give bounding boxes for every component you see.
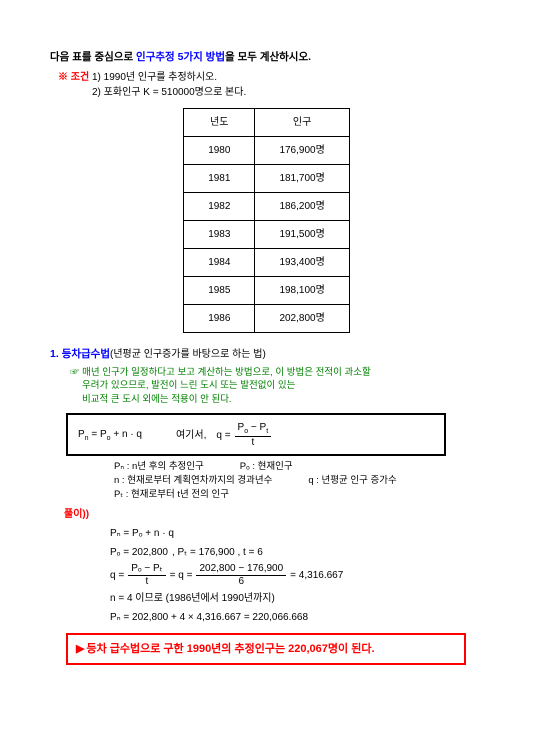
fraction: Pₒ − Pₜ t [128, 564, 165, 587]
fraction: 202,800 − 176,900 6 [196, 564, 286, 587]
arrow-icon: ▶ [76, 643, 84, 655]
note-line: 우려가 있으므로, 발전이 느린 도시 또는 발전없이 있는 [82, 379, 483, 393]
cond-2: 2) 포화인구 K = 510000명으로 본다. [92, 87, 246, 98]
def-q: q : 년평균 인구 증가수 [308, 474, 396, 488]
fraction: Po − Pt t [235, 423, 272, 448]
def-pn: Pₙ : n년 후의 추정인구 [114, 460, 204, 474]
solution-label: 풀이)) [64, 507, 483, 522]
solution-body: Pₙ = Pₒ + n · q Pₒ = 202,800, Pₜ = 176,9… [110, 526, 483, 625]
population-table: 년도 인구 1980176,900명 1981181,700명 1982186,… [183, 108, 350, 333]
title-pre: 다음 표를 중심으로 [50, 51, 136, 63]
sec-num: 1. [50, 348, 59, 360]
question-title: 다음 표를 중심으로 인구추정 5가지 방법을 모두 계산하시오. [50, 50, 483, 66]
sol-line: Pₙ = 202,800 + 4 × 4,316.667 = 220,066.6… [110, 610, 483, 625]
table-row: 1982186,200명 [184, 192, 350, 220]
def-po: Pₒ : 현재인구 [240, 460, 293, 474]
answer-num: 220,067명 [288, 643, 338, 655]
formula-where: 여기서, [176, 428, 206, 443]
section-1-heading: 1. 등차급수법(년평균 인구증가를 바탕으로 하는 법) [50, 347, 483, 363]
cond-label: ※ 조건 [58, 72, 89, 83]
definitions: Pₙ : n년 후의 추정인구 Pₒ : 현재인구 n : 현재로부터 계획연차… [114, 460, 483, 503]
table-row: 1981181,700명 [184, 164, 350, 192]
conditions: ※ 조건 1) 1990년 인구를 추정하시오. 2) 포화인구 K = 510… [58, 70, 483, 100]
note-line: ☞ 매년 인구가 일정하다고 보고 계산하는 방법으로, 이 방법은 전적이 과… [70, 366, 483, 380]
formula-row: Pn = Po + n · q 여기서, q = Po − Pt t [78, 423, 434, 448]
table-row: 1986202,800명 [184, 304, 350, 332]
title-highlight: 인구추정 5가지 방법 [136, 51, 225, 63]
formula-q: q = Po − Pt t [216, 423, 271, 448]
formula-box: Pn = Po + n · q 여기서, q = Po − Pt t [66, 413, 446, 456]
table-row: 1985198,100명 [184, 276, 350, 304]
sol-line: Pₒ = 202,800, Pₜ = 176,900 , t = 6 [110, 545, 483, 560]
formula-main: Pn = Po + n · q [78, 427, 142, 445]
cond-1: 1) 1990년 인구를 추정하시오. [92, 72, 217, 83]
title-post: 을 모두 계산하시오. [225, 51, 311, 63]
sol-line: n = 4 이므로 (1986년에서 1990년까지) [110, 591, 483, 606]
table-row: 1980176,900명 [184, 136, 350, 164]
answer-box: ▶등차 급수법으로 구한 1990년의 추정인구는 220,067명이 된다. [66, 633, 466, 666]
col-year: 년도 [184, 108, 255, 136]
sec-title: 등차급수법 [62, 348, 110, 360]
sec-paren: (년평균 인구증가를 바탕으로 하는 법) [110, 349, 266, 360]
table-header-row: 년도 인구 [184, 108, 350, 136]
table-row: 1983191,500명 [184, 220, 350, 248]
table-row: 1984193,400명 [184, 248, 350, 276]
col-pop: 인구 [255, 108, 349, 136]
def-n: n : 현재로부터 계획연차까지의 경과년수 [114, 474, 272, 488]
answer-pre: 등차 급수법으로 구한 1990년의 추정인구는 [86, 643, 288, 655]
answer-post: 이 된다. [338, 643, 374, 655]
sol-line: Pₙ = Pₒ + n · q [110, 526, 483, 541]
note-line: 비교적 큰 도시 외에는 적용이 안 된다. [82, 393, 483, 407]
sol-line: q = Pₒ − Pₜ t = q = 202,800 − 176,900 6 … [110, 564, 483, 587]
def-pt: Pₜ : 현재로부터 t년 전의 인구 [114, 488, 483, 502]
method-note: ☞ 매년 인구가 일정하다고 보고 계산하는 방법으로, 이 방법은 전적이 과… [70, 366, 483, 407]
